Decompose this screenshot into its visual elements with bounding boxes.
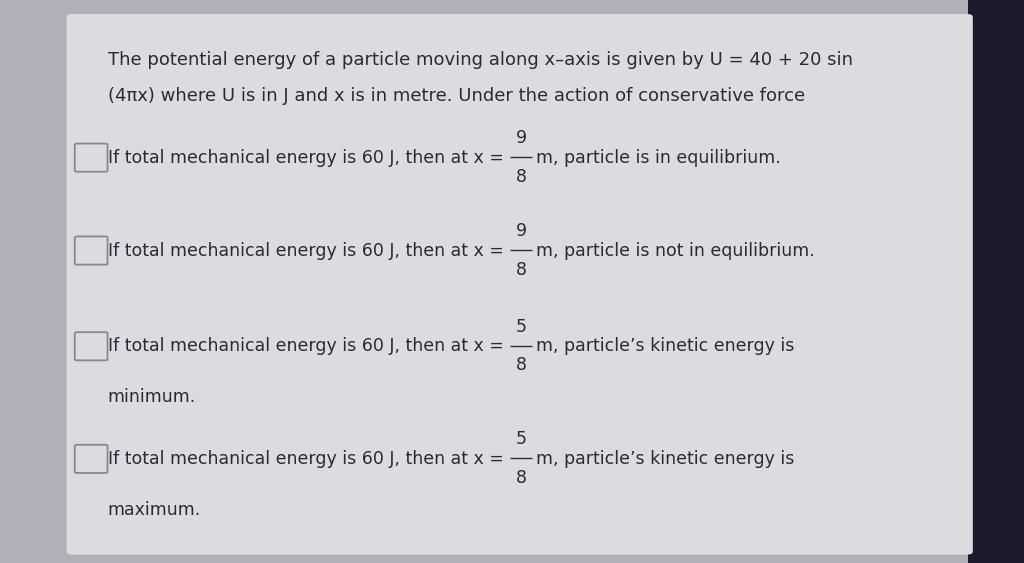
Text: 5: 5 bbox=[516, 430, 526, 448]
FancyBboxPatch shape bbox=[75, 236, 108, 265]
Text: minimum.: minimum. bbox=[108, 388, 196, 406]
Text: 9: 9 bbox=[516, 222, 526, 240]
FancyBboxPatch shape bbox=[75, 332, 108, 360]
Text: 8: 8 bbox=[516, 469, 526, 487]
Text: m, particle is in equilibrium.: m, particle is in equilibrium. bbox=[536, 149, 780, 167]
Text: 5: 5 bbox=[516, 318, 526, 336]
Text: 8: 8 bbox=[516, 168, 526, 186]
Text: m, particle’s kinetic energy is: m, particle’s kinetic energy is bbox=[536, 450, 794, 468]
Text: m, particle’s kinetic energy is: m, particle’s kinetic energy is bbox=[536, 337, 794, 355]
Text: The potential energy of a particle moving along x–axis is given by U = 40 + 20 s: The potential energy of a particle movin… bbox=[108, 51, 853, 69]
FancyBboxPatch shape bbox=[75, 144, 108, 172]
Text: maximum.: maximum. bbox=[108, 501, 201, 519]
Text: If total mechanical energy is 60 J, then at x =: If total mechanical energy is 60 J, then… bbox=[108, 242, 509, 260]
Text: (4πx) where U is in J and x is in metre. Under the action of conservative force: (4πx) where U is in J and x is in metre.… bbox=[108, 87, 805, 105]
FancyBboxPatch shape bbox=[75, 445, 108, 473]
Text: m, particle is not in equilibrium.: m, particle is not in equilibrium. bbox=[536, 242, 814, 260]
Text: If total mechanical energy is 60 J, then at x =: If total mechanical energy is 60 J, then… bbox=[108, 450, 509, 468]
Text: 9: 9 bbox=[516, 129, 526, 147]
Text: If total mechanical energy is 60 J, then at x =: If total mechanical energy is 60 J, then… bbox=[108, 337, 509, 355]
Text: 8: 8 bbox=[516, 356, 526, 374]
Text: 8: 8 bbox=[516, 261, 526, 279]
Text: If total mechanical energy is 60 J, then at x =: If total mechanical energy is 60 J, then… bbox=[108, 149, 509, 167]
